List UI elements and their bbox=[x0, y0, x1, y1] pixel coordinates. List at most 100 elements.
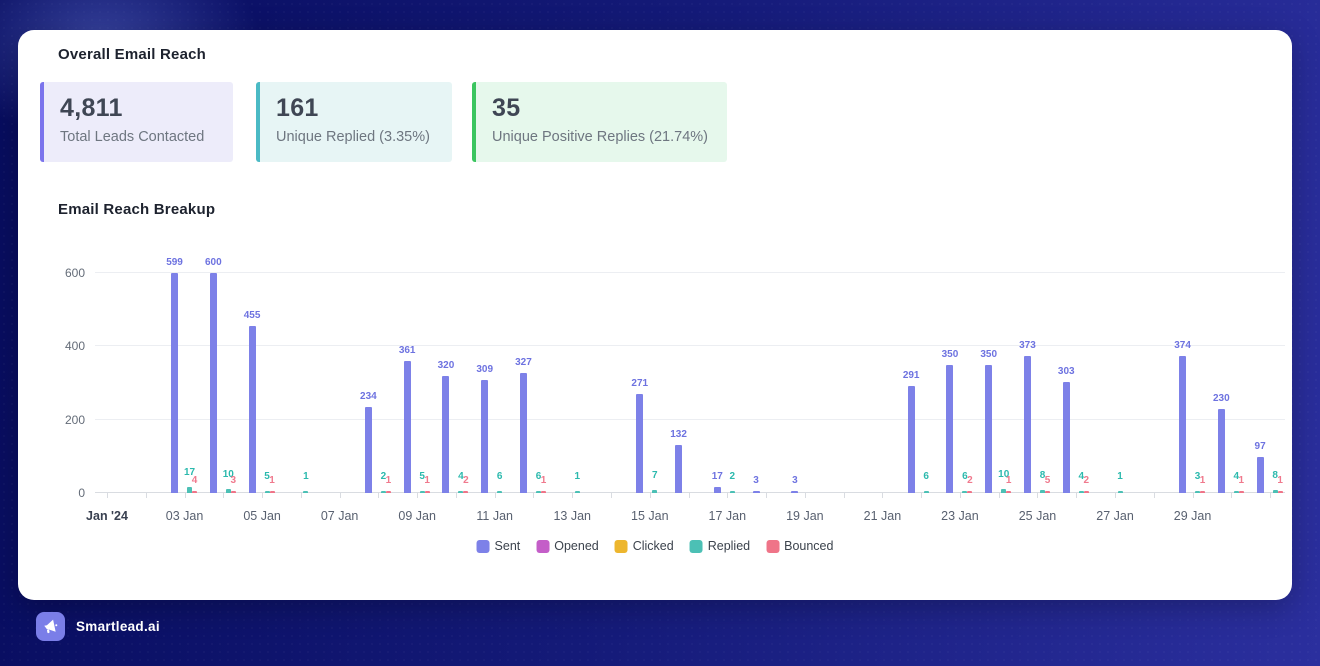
legend-item-opened[interactable]: Opened bbox=[536, 539, 599, 553]
bar-bounced[interactable] bbox=[1083, 491, 1089, 493]
bar-replied[interactable] bbox=[1117, 491, 1123, 493]
bar-replied[interactable] bbox=[419, 491, 425, 493]
bar-replied[interactable] bbox=[264, 491, 270, 493]
x-axis-tick bbox=[1115, 493, 1117, 498]
bar-sent[interactable] bbox=[1062, 381, 1070, 493]
overall-email-reach-title: Overall Email Reach bbox=[58, 46, 207, 63]
bar-replied[interactable] bbox=[225, 489, 231, 493]
bar-value-label-sent: 600 bbox=[204, 257, 222, 268]
x-axis-tick bbox=[417, 493, 419, 498]
bar-bounced[interactable] bbox=[269, 491, 275, 493]
bar-replied[interactable] bbox=[1233, 491, 1239, 493]
bar-value-label-sent: 361 bbox=[398, 344, 416, 356]
bar-bounced[interactable] bbox=[1277, 491, 1283, 493]
x-axis-tick bbox=[1076, 493, 1078, 498]
x-axis-label: Jan '24 bbox=[86, 509, 128, 523]
bar-replied[interactable] bbox=[458, 491, 464, 493]
bar-bounced[interactable] bbox=[192, 491, 198, 493]
bar-value-label-replied: 1 bbox=[303, 471, 309, 482]
bar-value-label-replied: 4 bbox=[458, 471, 464, 482]
bar-sent[interactable] bbox=[364, 407, 372, 493]
bar-replied[interactable] bbox=[1039, 490, 1045, 493]
bar-bounced[interactable] bbox=[1238, 491, 1244, 493]
bar-replied[interactable] bbox=[1001, 489, 1007, 493]
bar-bounced[interactable] bbox=[385, 491, 391, 493]
legend-item-sent[interactable]: Sent bbox=[476, 539, 521, 553]
bar-replied[interactable] bbox=[1272, 490, 1278, 493]
bar-value-label-bounced: 3 bbox=[230, 475, 237, 486]
x-axis-tick bbox=[1037, 493, 1039, 498]
x-axis-label: 19 Jan bbox=[786, 509, 824, 523]
bar-bounced[interactable] bbox=[463, 491, 469, 493]
bar-sent[interactable] bbox=[1023, 356, 1031, 493]
bar-replied[interactable] bbox=[187, 486, 193, 493]
bar-sent[interactable] bbox=[985, 364, 993, 493]
bar-sent[interactable] bbox=[1217, 408, 1225, 493]
bar-replied[interactable] bbox=[535, 490, 541, 493]
bar-replied[interactable] bbox=[652, 490, 658, 493]
bar-sent[interactable] bbox=[791, 491, 799, 493]
bar-replied[interactable] bbox=[923, 490, 929, 493]
legend-item-replied[interactable]: Replied bbox=[689, 539, 750, 553]
bar-sent[interactable] bbox=[248, 326, 256, 493]
bar-value-label-sent: 291 bbox=[902, 370, 920, 382]
x-axis-label: 21 Jan bbox=[863, 509, 902, 523]
bar-value-label-bounced: 2 bbox=[967, 475, 973, 486]
bar-replied[interactable] bbox=[962, 490, 968, 493]
bar-sent[interactable] bbox=[752, 491, 760, 493]
bar-bounced[interactable] bbox=[424, 491, 430, 493]
bar-sent[interactable] bbox=[171, 273, 179, 493]
bar-bounced[interactable] bbox=[540, 491, 546, 493]
bar-bounced[interactable] bbox=[967, 491, 973, 493]
bar-value-label-sent: 373 bbox=[1019, 340, 1036, 352]
bar-replied[interactable] bbox=[574, 491, 580, 493]
bar-bounced[interactable] bbox=[1200, 491, 1206, 493]
bar-replied[interactable] bbox=[729, 491, 735, 493]
smartlead-brand-link[interactable]: Smartlead.ai bbox=[36, 612, 160, 641]
bar-replied[interactable] bbox=[303, 491, 309, 493]
x-axis-label: 11 Jan bbox=[476, 509, 513, 523]
bar-value-label-replied: 5 bbox=[419, 471, 425, 482]
x-axis-tick bbox=[1231, 493, 1233, 498]
bar-sent[interactable] bbox=[946, 364, 954, 493]
bar-value-label-replied: 1 bbox=[574, 471, 581, 482]
bar-sent[interactable] bbox=[636, 393, 644, 493]
x-axis-label: 27 Jan bbox=[1096, 509, 1134, 523]
legend-item-clicked[interactable]: Clicked bbox=[614, 539, 674, 553]
x-axis-tick bbox=[611, 493, 612, 498]
x-axis-tick bbox=[766, 493, 768, 498]
email-reach-breakup-title: Email Reach Breakup bbox=[58, 201, 216, 218]
x-axis-tick bbox=[688, 493, 690, 498]
y-axis-tick-label: 600 bbox=[64, 266, 85, 280]
megaphone-icon bbox=[36, 612, 65, 641]
bar-bounced[interactable] bbox=[1006, 491, 1012, 493]
bar-replied[interactable] bbox=[1195, 491, 1201, 493]
bar-replied[interactable] bbox=[497, 490, 503, 493]
legend-item-bounced[interactable]: Bounced bbox=[766, 539, 833, 553]
bar-value-label-bounced: 1 bbox=[385, 475, 392, 486]
bar-sent[interactable] bbox=[1179, 355, 1187, 493]
bar-replied[interactable] bbox=[1078, 491, 1084, 493]
bar-value-label-replied: 7 bbox=[651, 470, 658, 482]
bar-replied[interactable] bbox=[380, 491, 386, 493]
stat-label: Total Leads Contacted bbox=[60, 129, 205, 145]
bar-bounced[interactable] bbox=[1044, 491, 1050, 493]
bar-sent[interactable] bbox=[519, 373, 527, 493]
bar-sent[interactable] bbox=[442, 375, 450, 493]
bar-sent[interactable] bbox=[481, 379, 489, 493]
bar-sent[interactable] bbox=[1256, 457, 1264, 493]
legend-swatch-bounced bbox=[766, 539, 780, 553]
bar-sent[interactable] bbox=[403, 360, 411, 493]
legend-swatch-sent bbox=[476, 539, 490, 553]
bar-value-label-sent: 455 bbox=[243, 310, 261, 322]
bar-value-label-replied: 8 bbox=[1272, 470, 1278, 482]
bar-value-label-sent: 350 bbox=[980, 348, 998, 360]
bar-sent[interactable] bbox=[713, 486, 721, 493]
bar-sent[interactable] bbox=[907, 386, 915, 493]
bar-sent[interactable] bbox=[209, 273, 217, 493]
bar-sent[interactable] bbox=[675, 444, 683, 493]
legend-label: Sent bbox=[494, 539, 521, 553]
bar-bounced[interactable] bbox=[230, 491, 236, 493]
x-axis-label: 03 Jan bbox=[165, 509, 204, 523]
x-axis-label: 09 Jan bbox=[398, 509, 436, 523]
